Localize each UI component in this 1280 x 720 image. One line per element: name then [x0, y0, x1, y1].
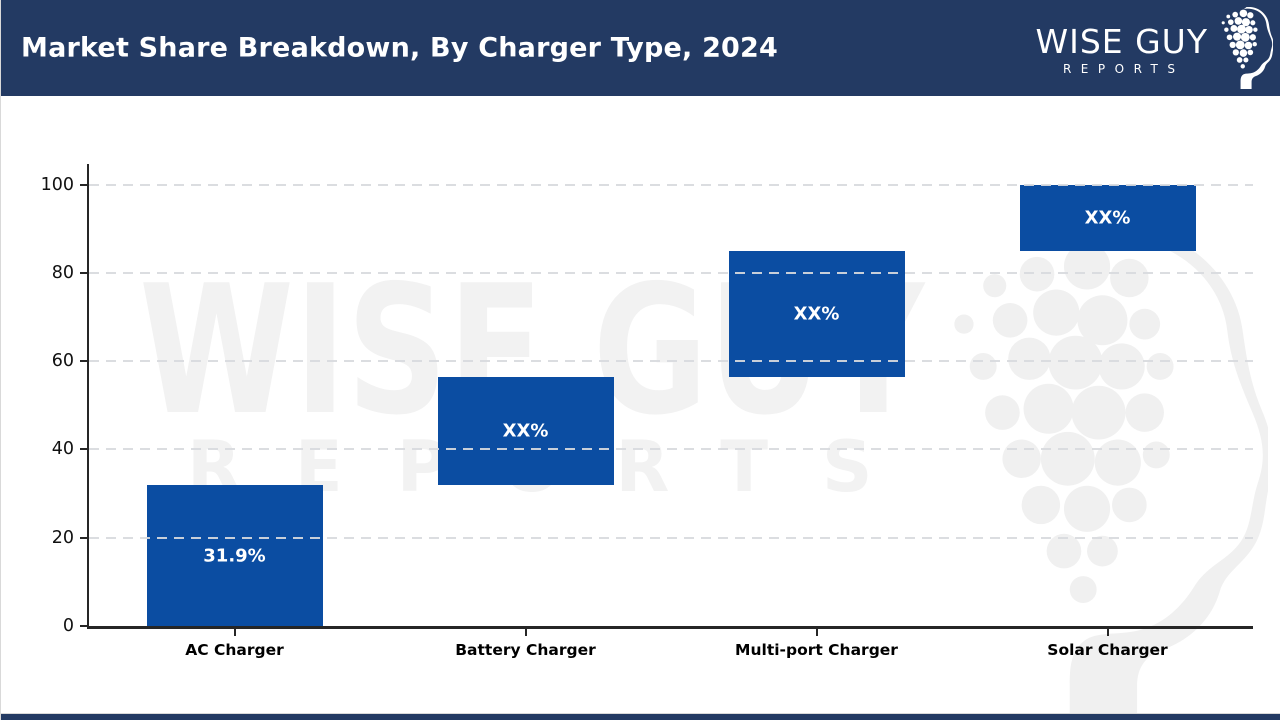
- gridline-40: [89, 448, 1253, 451]
- footer-bar: [1, 714, 1280, 720]
- x-axis-category-label: Multi-port Charger: [735, 641, 898, 659]
- chart-title: Market Share Breakdown, By Charger Type,…: [21, 32, 779, 64]
- logo-subtext: REPORTS: [1062, 61, 1185, 76]
- y-tick-mark: [80, 448, 88, 451]
- logo-wordmark: WISE GUY: [1035, 21, 1208, 61]
- y-tick-mark: [80, 271, 88, 274]
- y-tick-mark: [80, 360, 88, 363]
- y-axis-tick-label: 80: [51, 262, 74, 283]
- bottom-hairline: [1, 713, 1280, 714]
- y-axis-tick-label: 100: [40, 174, 74, 195]
- y-axis-tick-label: 0: [62, 616, 74, 636]
- y-axis-line: [87, 164, 89, 629]
- y-tick-mark: [80, 183, 88, 186]
- bar-value-label: XX%: [502, 420, 549, 442]
- bar-3: [728, 250, 905, 377]
- x-axis-line: [87, 626, 1253, 629]
- x-tick-mark: [524, 629, 527, 636]
- gridline-20: [89, 536, 1253, 539]
- y-axis-tick-label: 60: [51, 351, 74, 372]
- x-tick-mark: [815, 629, 818, 636]
- gridline-60: [89, 360, 1253, 363]
- x-tick-mark: [233, 629, 236, 636]
- x-axis-category-label: Solar Charger: [1047, 641, 1168, 659]
- bar-4: [1019, 184, 1196, 251]
- bar-value-label: 31.9%: [203, 545, 266, 567]
- y-tick-mark: [80, 625, 88, 627]
- x-axis-category-label: Battery Charger: [455, 641, 596, 659]
- y-axis-tick-label: 40: [51, 439, 74, 460]
- bar-2: [437, 376, 614, 486]
- y-tick-mark: [80, 536, 88, 539]
- logo: WISE GUY REPORTS: [1035, 0, 1273, 96]
- bar-1: [146, 485, 323, 626]
- x-axis-category-label: AC Charger: [185, 641, 284, 659]
- bar-value-label: XX%: [1084, 207, 1131, 229]
- gridline-100: [89, 183, 1253, 186]
- dot-head-logo-icon: [1221, 7, 1273, 89]
- bar-value-label: XX%: [793, 303, 840, 325]
- header: Market Share Breakdown, By Charger Type,…: [1, 0, 1280, 96]
- x-tick-mark: [1106, 629, 1109, 636]
- gridline-80: [89, 271, 1253, 274]
- logo-text: WISE GUY REPORTS: [1035, 25, 1208, 76]
- y-axis-tick-label: 20: [51, 527, 74, 548]
